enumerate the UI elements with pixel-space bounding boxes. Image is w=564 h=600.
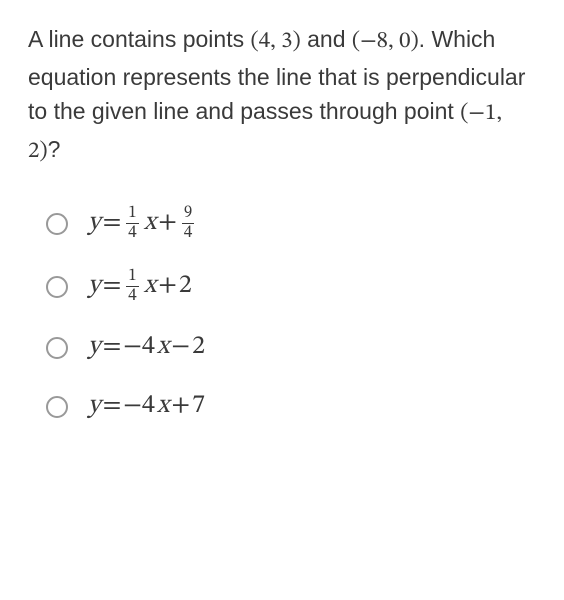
- denominator: 4: [126, 223, 138, 242]
- question-math-1: (−8, 0): [352, 30, 419, 53]
- lhs: y: [88, 270, 101, 303]
- var-x: x: [144, 207, 156, 240]
- coefficient: −4: [123, 331, 155, 364]
- radio-icon: [46, 337, 68, 359]
- operator: +: [171, 390, 190, 423]
- eq-sign: =: [103, 207, 122, 240]
- radio-icon: [46, 276, 68, 298]
- option-b[interactable]: y = 1 4 x + 2: [46, 268, 536, 305]
- option-a[interactable]: y = 1 4 x + 9 4: [46, 205, 536, 242]
- fraction: 1 4: [126, 205, 138, 242]
- fraction: 1 4: [126, 268, 138, 305]
- question-text: A line contains points (4, 3) and (−8, 0…: [28, 22, 536, 169]
- option-d-equation: y = −4x + 7: [88, 390, 205, 423]
- numerator: 1: [126, 205, 138, 223]
- fraction: 9 4: [182, 205, 194, 242]
- radio-icon: [46, 213, 68, 235]
- denominator: 4: [182, 223, 194, 242]
- constant: 2: [179, 270, 192, 303]
- denominator: 4: [126, 286, 138, 305]
- option-c[interactable]: y = −4x − 2: [46, 331, 536, 364]
- lhs: y: [88, 390, 101, 423]
- coefficient: −4: [123, 390, 155, 423]
- option-d[interactable]: y = −4x + 7: [46, 390, 536, 423]
- question-math-0: (4, 3): [250, 30, 300, 53]
- option-a-equation: y = 1 4 x + 9 4: [88, 205, 197, 242]
- option-b-equation: y = 1 4 x + 2: [88, 268, 192, 305]
- constant: 2: [192, 331, 205, 364]
- question-part-3: ?: [48, 136, 61, 162]
- eq-sign: =: [103, 270, 122, 303]
- var-x: x: [144, 270, 156, 303]
- options-group: y = 1 4 x + 9 4 y = 1 4 x + 2: [28, 205, 536, 423]
- question-part-0: A line contains points: [28, 26, 250, 52]
- lhs: y: [88, 331, 101, 364]
- operator: +: [158, 270, 177, 303]
- radio-icon: [46, 396, 68, 418]
- operator: −: [171, 331, 190, 364]
- eq-sign: =: [103, 331, 122, 364]
- operator: +: [158, 207, 177, 240]
- eq-sign: =: [103, 390, 122, 423]
- var-x: x: [157, 390, 169, 423]
- question-part-1: and: [301, 26, 352, 52]
- lhs: y: [88, 207, 101, 240]
- option-c-equation: y = −4x − 2: [88, 331, 205, 364]
- var-x: x: [157, 331, 169, 364]
- numerator: 1: [126, 268, 138, 286]
- constant: 7: [192, 390, 205, 423]
- numerator: 9: [182, 205, 194, 223]
